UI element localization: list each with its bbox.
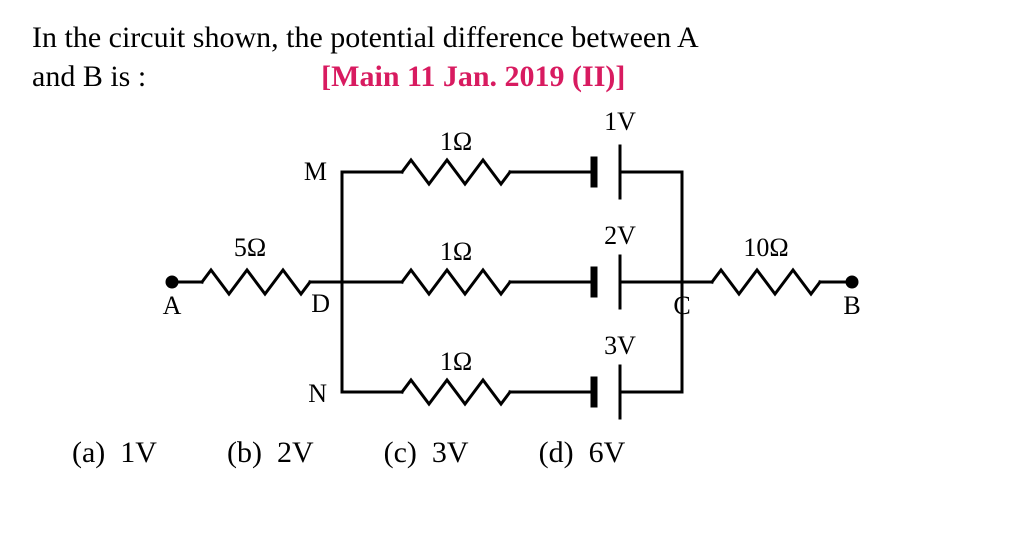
option-b-prefix: (b) [227, 436, 262, 469]
option-c-prefix: (c) [384, 436, 417, 469]
option-d: (d) 6V [539, 436, 626, 470]
option-c-value: 3V [432, 436, 469, 469]
label-R-A: 5Ω [234, 233, 266, 262]
label-V-mid: 2V [604, 221, 636, 250]
option-a-prefix: (a) [72, 436, 105, 469]
question-text-line1: In the circuit shown, the potential diff… [32, 21, 699, 54]
label-R-top: 1Ω [440, 127, 472, 156]
option-a-value: 1V [120, 436, 157, 469]
option-d-value: 6V [589, 436, 626, 469]
label-R-bot: 1Ω [440, 347, 472, 376]
node-A: A [163, 291, 182, 320]
label-V-bot: 3V [604, 331, 636, 360]
option-a: (a) 1V [72, 436, 157, 470]
option-d-prefix: (d) [539, 436, 574, 469]
question-text-line2: and B is : [32, 60, 146, 93]
option-b-value: 2V [277, 436, 314, 469]
option-c: (c) 3V [384, 436, 469, 470]
node-M: M [304, 157, 327, 186]
option-b: (b) 2V [227, 436, 314, 470]
node-B: B [843, 291, 860, 320]
node-N: N [308, 379, 327, 408]
question-block: In the circuit shown, the potential diff… [32, 18, 992, 96]
circuit-diagram: 5Ω 1Ω 1Ω 1Ω 10Ω 1V 2V 3V A D M N C B [142, 102, 882, 432]
label-R-mid: 1Ω [440, 237, 472, 266]
answer-options: (a) 1V (b) 2V (c) 3V (d) 6V [32, 436, 992, 470]
exam-reference: [Main 11 Jan. 2019 (II)] [321, 60, 625, 93]
label-V-top: 1V [604, 107, 636, 136]
node-D: D [311, 289, 330, 318]
node-C: C [673, 291, 690, 320]
label-R-B: 10Ω [743, 233, 788, 262]
